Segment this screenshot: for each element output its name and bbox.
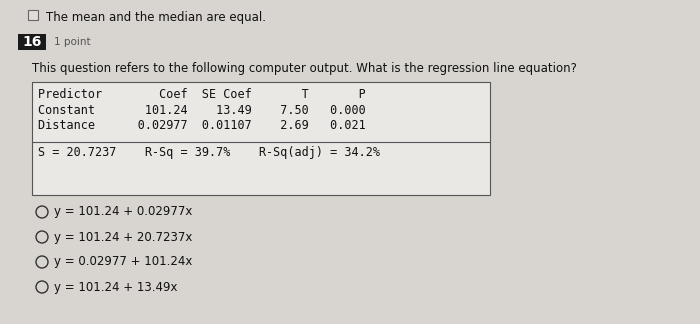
Text: y = 101.24 + 20.7237x: y = 101.24 + 20.7237x: [54, 230, 192, 244]
Text: The mean and the median are equal.: The mean and the median are equal.: [46, 11, 266, 24]
Bar: [18, 34, 46, 50]
Text: y = 101.24 + 13.49x: y = 101.24 + 13.49x: [54, 281, 178, 294]
Text: This question refers to the following computer output. What is the regression li: This question refers to the following co…: [32, 62, 577, 75]
Text: Constant       101.24    13.49    7.50   0.000: Constant 101.24 13.49 7.50 0.000: [38, 104, 365, 117]
Bar: [28, 10, 38, 20]
Text: 16: 16: [22, 35, 42, 49]
Text: y = 101.24 + 0.02977x: y = 101.24 + 0.02977x: [54, 205, 192, 218]
Text: S = 20.7237    R-Sq = 39.7%    R-Sq(adj) = 34.2%: S = 20.7237 R-Sq = 39.7% R-Sq(adj) = 34.…: [38, 146, 380, 159]
Text: Predictor        Coef  SE Coef       T       P: Predictor Coef SE Coef T P: [38, 88, 365, 101]
Bar: [32, 82, 490, 195]
Text: y = 0.02977 + 101.24x: y = 0.02977 + 101.24x: [54, 256, 192, 269]
Text: 1 point: 1 point: [54, 37, 90, 47]
Text: Distance      0.02977  0.01107    2.69   0.021: Distance 0.02977 0.01107 2.69 0.021: [38, 119, 365, 132]
